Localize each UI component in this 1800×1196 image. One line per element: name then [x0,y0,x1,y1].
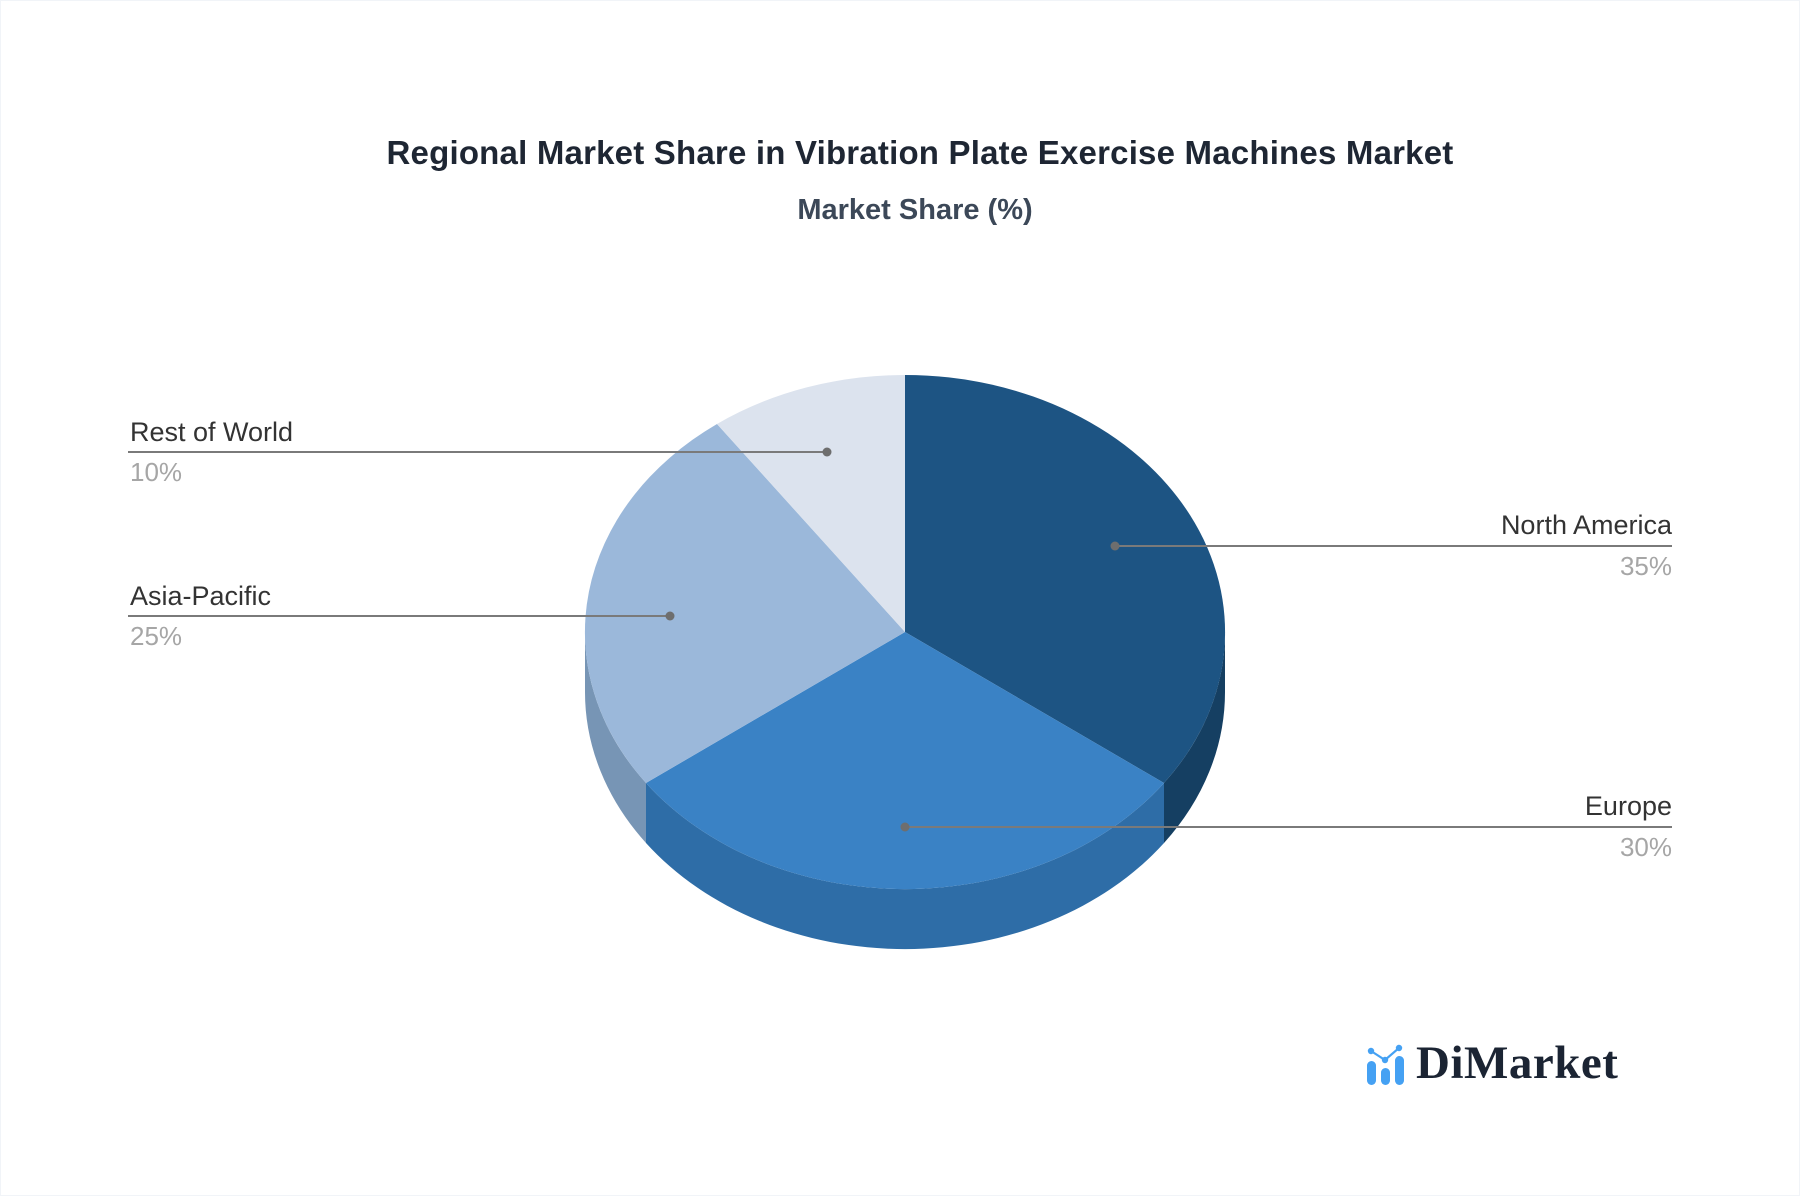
leader-dot-rest-of-world [822,447,832,457]
pie-slice-europe[interactable] [646,632,1164,890]
dimarket-logo-text: DiMarket [1416,1037,1619,1089]
pie-slice-rest-of-world[interactable] [717,375,905,632]
callout-label-north-america: North America [1500,510,1672,540]
leader-dot-asia-pacific [665,611,675,621]
pie-slice-asia-pacific[interactable] [584,424,905,783]
pie-slice-north-america[interactable] [905,375,1226,783]
callout-label-rest-of-world: Rest of World [130,417,294,447]
chart-subtitle: Market Share (%) [797,194,1033,226]
pie-slice-depth-asia-pacific [584,632,646,843]
callout-value-north-america: 35% [1619,551,1672,581]
callout-value-europe: 30% [1619,832,1672,862]
pie-slice-depth-north-america [1164,632,1225,843]
callout-value-asia-pacific: 25% [130,621,183,651]
leader-dot-europe [900,822,910,832]
callout-label-europe: Europe [1584,791,1672,821]
dimarket-logo: DiMarket [1362,1040,1618,1087]
leader-dot-north-america [1110,541,1120,551]
pie-slice-depth-europe [646,783,1164,950]
callout-label-asia-pacific: Asia-Pacific [130,581,272,611]
bar-chart-icon [1367,1044,1404,1085]
chart-title: Regional Market Share in Vibration Plate… [386,134,1454,171]
callout-value-rest-of-world: 10% [130,457,183,487]
